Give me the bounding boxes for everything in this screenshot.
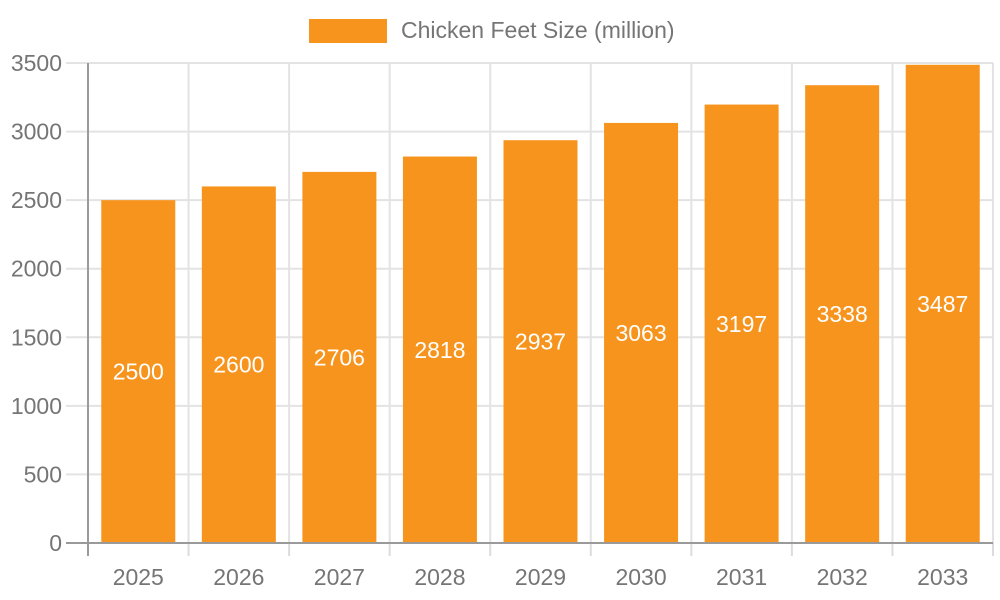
bar bbox=[704, 104, 779, 543]
bar-value-label: 2706 bbox=[314, 344, 365, 370]
legend-item[interactable]: Chicken Feet Size (million) bbox=[309, 17, 675, 44]
bar bbox=[905, 64, 980, 543]
bar bbox=[805, 85, 880, 544]
y-axis-tick-label: 3000 bbox=[11, 119, 62, 145]
x-axis-tick-label: 2025 bbox=[113, 564, 164, 590]
x-axis-tick-label: 2033 bbox=[917, 564, 968, 590]
bar-value-label: 2600 bbox=[213, 352, 264, 378]
x-axis-tick-label: 2032 bbox=[817, 564, 868, 590]
x-axis-tick-label: 2031 bbox=[716, 564, 767, 590]
bar bbox=[201, 186, 276, 543]
y-axis-tick-label: 1500 bbox=[11, 324, 62, 350]
y-axis-tick-label: 3500 bbox=[11, 50, 62, 76]
bar-value-label: 2937 bbox=[515, 329, 566, 355]
bar-value-label: 2818 bbox=[414, 337, 465, 363]
y-axis-tick-label: 2500 bbox=[11, 187, 62, 213]
bar bbox=[402, 156, 477, 543]
bar bbox=[302, 171, 377, 544]
y-axis-tick-label: 2000 bbox=[11, 256, 62, 282]
x-axis-tick-label: 2027 bbox=[314, 564, 365, 590]
legend-swatch bbox=[309, 18, 387, 43]
bar-value-label: 3487 bbox=[917, 291, 968, 317]
y-axis-tick-label: 500 bbox=[24, 461, 62, 487]
y-axis-tick-label: 1000 bbox=[11, 393, 62, 419]
x-axis-tick-label: 2026 bbox=[213, 564, 264, 590]
y-axis-tick-label: 0 bbox=[49, 530, 62, 556]
x-axis-tick-label: 2029 bbox=[515, 564, 566, 590]
bar-value-label: 2500 bbox=[113, 359, 164, 385]
bar bbox=[503, 140, 578, 543]
legend-label: Chicken Feet Size (million) bbox=[401, 17, 675, 43]
bar bbox=[604, 122, 679, 543]
x-axis-tick-label: 2030 bbox=[615, 564, 666, 590]
x-axis-tick-label: 2028 bbox=[414, 564, 465, 590]
bar bbox=[101, 200, 176, 543]
bar-value-label: 3063 bbox=[615, 320, 666, 346]
bar-value-label: 3338 bbox=[817, 301, 868, 327]
bar-value-label: 3197 bbox=[716, 311, 767, 337]
